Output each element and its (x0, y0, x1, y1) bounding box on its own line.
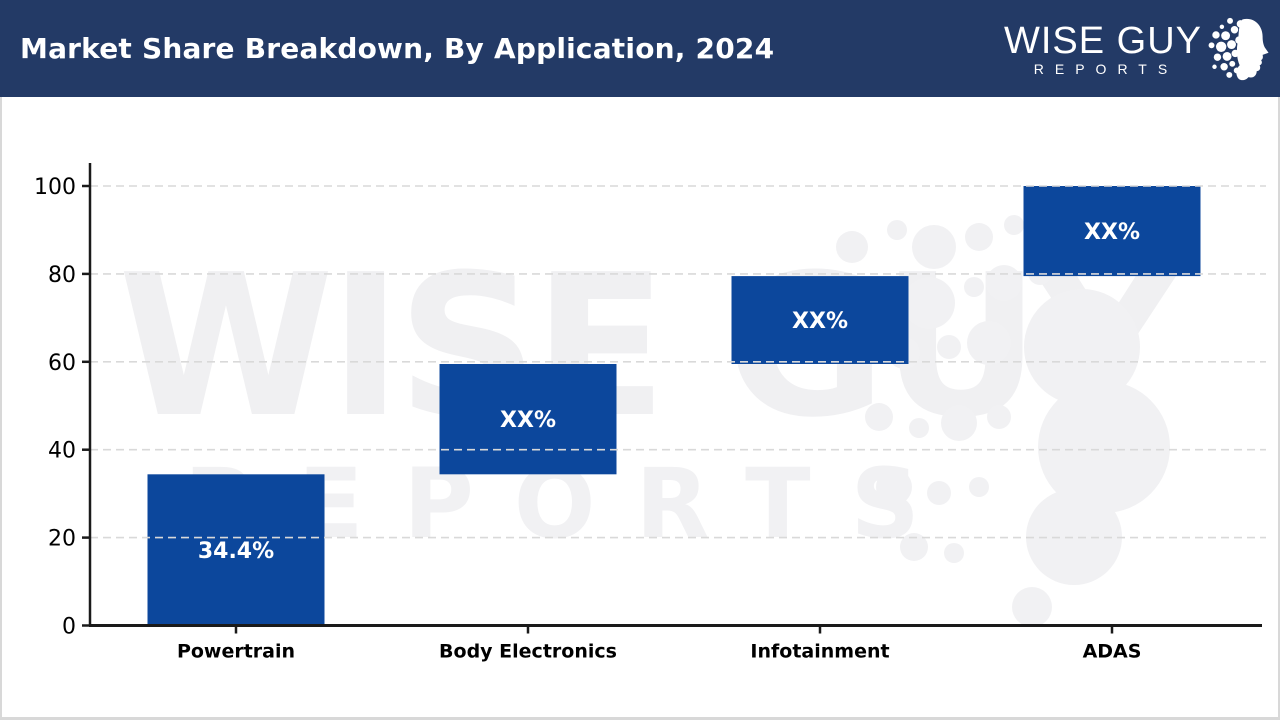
bar-value-label-body-electronics: XX% (500, 408, 556, 433)
y-tick-label-0: 0 (62, 615, 76, 640)
bar-value-label-adas: XX% (1084, 220, 1140, 245)
x-axis-label-body-electronics: Body Electronics (439, 641, 617, 663)
bar-powertrain (147, 474, 325, 626)
bar-adas (1023, 186, 1201, 277)
chart-area: WISE GUY REPORTS 0 20 40 60 80 100 Powertrain B (0, 97, 1280, 720)
x-axis-label-infotainment: Infotainment (750, 641, 889, 663)
page-title: Market Share Breakdown, By Application, … (20, 32, 775, 65)
y-tick-label-60: 60 (48, 351, 76, 376)
y-tick-label-40: 40 (48, 439, 76, 464)
bar-infotainment (731, 276, 909, 364)
logo-wordmark: WISE GUY (1003, 19, 1202, 62)
bar-chart: 0 20 40 60 80 100 Powertrain Body Electronics In… (34, 163, 1266, 663)
logo-text: WISE GUY REPORTS (1004, 21, 1202, 77)
bar-value-label-infotainment: XX% (792, 309, 848, 334)
y-tick-label-20: 20 (48, 527, 76, 552)
logo-subtitle: REPORTS (1033, 60, 1179, 77)
wiseguy-logo: WISE GUY REPORTS (1004, 5, 1270, 93)
x-axis-label-powertrain: Powertrain (177, 641, 295, 663)
header-bar: Market Share Breakdown, By Application, … (0, 0, 1280, 97)
logo-head-icon (1208, 17, 1269, 80)
x-axis-label-adas: ADAS (1083, 641, 1142, 663)
y-tick-label-80: 80 (48, 263, 76, 288)
bar-value-label-powertrain: 34.4% (198, 539, 274, 564)
y-tick-label-100: 100 (34, 175, 76, 200)
bar-body-electronics (439, 363, 617, 475)
